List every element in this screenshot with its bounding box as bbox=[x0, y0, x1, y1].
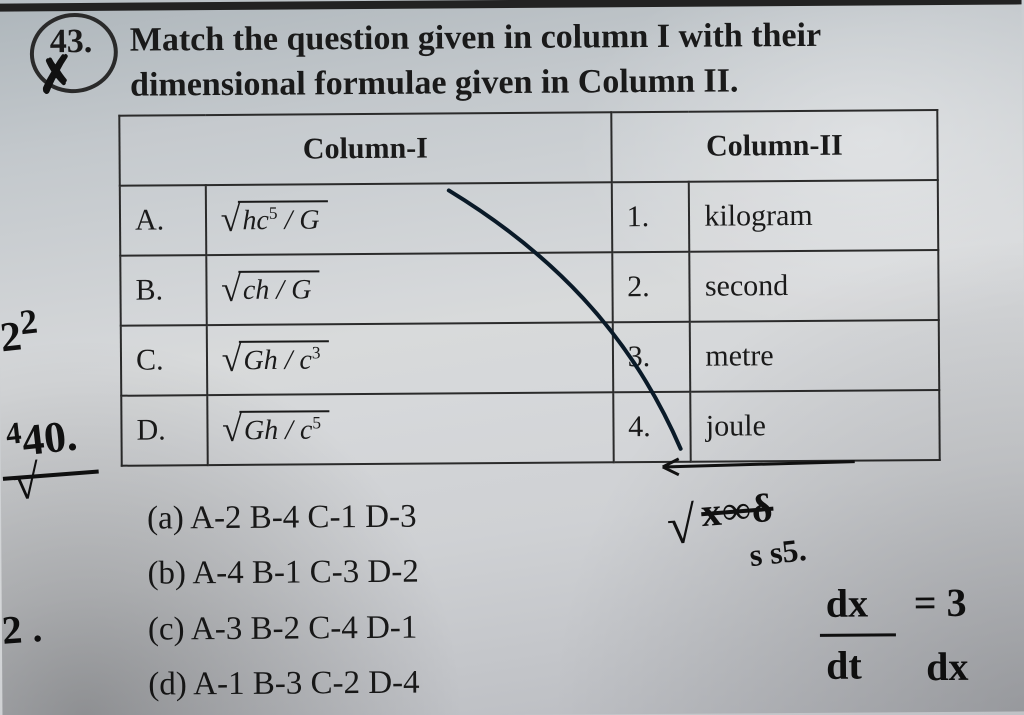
handwritten-dt: dt bbox=[826, 642, 862, 689]
row-label: C. bbox=[121, 325, 207, 396]
page-top-edge bbox=[0, 0, 1022, 12]
option-d: (d) A-1 B-3 C-2 D-4 bbox=[148, 657, 420, 712]
table-header-row: Column-I Column-II bbox=[119, 110, 937, 186]
handwritten-cross-icon: ✗ bbox=[32, 45, 80, 106]
sqrt-expr: √ Gh / c5 bbox=[222, 410, 329, 448]
hw-40: 40. bbox=[19, 411, 79, 466]
sqrt-expr: √ ch / G bbox=[221, 270, 319, 308]
radicand: Gh / c3 bbox=[239, 340, 328, 378]
row-unit: joule bbox=[691, 390, 940, 462]
handwritten-scribble-sub: s s5. bbox=[747, 531, 808, 574]
handwritten-margin-2sq: 22 bbox=[0, 301, 41, 362]
row-label: A. bbox=[120, 185, 206, 256]
handwritten-scribble-radical-icon: √ bbox=[665, 496, 698, 557]
row-unit: kilogram bbox=[689, 180, 938, 252]
handwritten-fraction-bar bbox=[820, 633, 896, 637]
radicand: hc5 / G bbox=[238, 200, 327, 238]
row-label: D. bbox=[121, 395, 207, 466]
option-a: (a) A-2 B-4 C-1 D-3 bbox=[147, 491, 419, 546]
radicand: Gh / c5 bbox=[240, 410, 329, 448]
handwritten-scribble-main: x∞δ bbox=[699, 484, 775, 536]
options-list: (a) A-2 B-4 C-1 D-3 (b) A-4 B-1 C-3 D-2 … bbox=[147, 491, 420, 715]
col2-header: Column-II bbox=[611, 110, 938, 182]
table-row: D. √ Gh / c5 4. joule bbox=[121, 390, 939, 466]
row-num: 4. bbox=[613, 392, 691, 463]
row-label: B. bbox=[120, 255, 206, 326]
question-text: Match the question given in column I wit… bbox=[130, 13, 981, 109]
row-expr: √ Gh / c3 bbox=[206, 322, 613, 395]
handwritten-eq-3: = 3 bbox=[914, 579, 967, 626]
row-num: 3. bbox=[612, 322, 690, 393]
option-b: (b) A-4 B-1 C-3 D-2 bbox=[147, 546, 419, 601]
table-row: C. √ Gh / c3 3. metre bbox=[121, 320, 939, 396]
table-row: A. √ hc5 / G 1. kilogram bbox=[120, 180, 938, 256]
page-surface: 43. Match the question given in column I… bbox=[0, 0, 1024, 715]
row-expr: √ Gh / c5 bbox=[207, 392, 614, 465]
handwritten-dx-right: dx bbox=[926, 643, 969, 690]
hw-2-sup: 2 bbox=[18, 301, 40, 342]
handwritten-dx: dx bbox=[826, 580, 869, 627]
handwritten-40: 440. bbox=[4, 410, 80, 469]
sqrt-expr: √ Gh / c3 bbox=[222, 340, 329, 378]
row-unit: metre bbox=[690, 320, 939, 392]
hw-scribble: x∞δ bbox=[699, 485, 775, 535]
sqrt-expr: √ hc5 / G bbox=[221, 200, 328, 238]
table-row: B. √ ch / G 2. second bbox=[120, 250, 938, 326]
row-unit: second bbox=[690, 250, 939, 322]
handwritten-two-dot: 2 . bbox=[0, 604, 43, 654]
row-expr: √ ch / G bbox=[206, 252, 613, 325]
row-num: 1. bbox=[611, 182, 689, 253]
row-expr: √ hc5 / G bbox=[205, 182, 612, 255]
match-table: Column-I Column-II A. √ hc5 / G 1. kilog… bbox=[118, 109, 940, 467]
col1-header: Column-I bbox=[119, 112, 611, 185]
radicand: ch / G bbox=[239, 270, 320, 308]
row-num: 2. bbox=[612, 252, 690, 323]
option-c: (c) A-3 B-2 C-4 D-1 bbox=[148, 602, 420, 657]
